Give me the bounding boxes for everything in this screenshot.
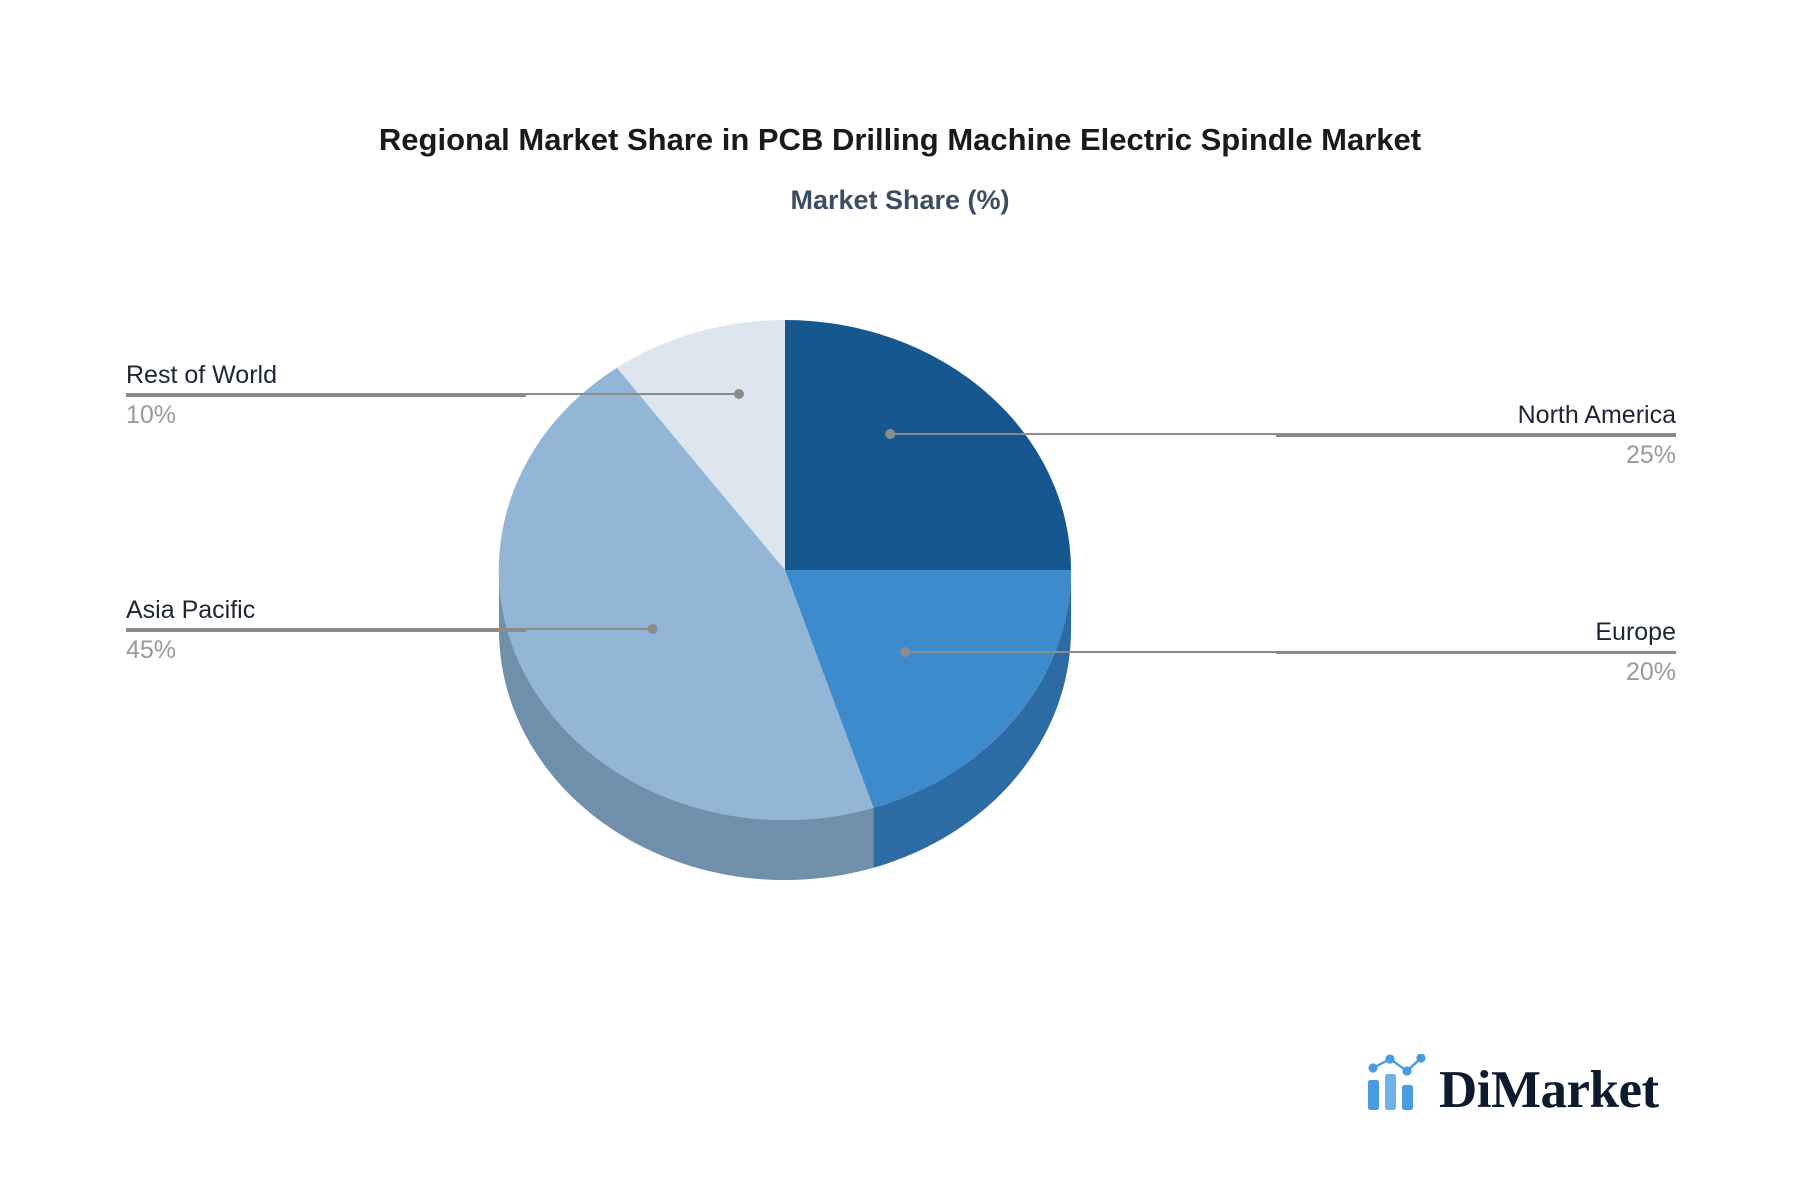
callout-rule-asia-pacific: [126, 630, 526, 632]
callout-label-north-america: North America: [1517, 401, 1676, 429]
callout-value-rest-of-world: 10%: [126, 401, 177, 429]
callout-europe[interactable]: Europe 20%: [1276, 617, 1676, 687]
leader-dot-asia-pacific: [647, 624, 658, 634]
pie-slice-rest-of-world[interactable]: [616, 320, 785, 570]
pie-side-asia-pacific: [498, 570, 874, 881]
callout-rule-rest-of-world: [126, 395, 526, 397]
callout-label-rest-of-world: Rest of World: [126, 361, 277, 389]
pie-slice-north-america[interactable]: [785, 320, 1071, 570]
leader-dot-north-america: [885, 429, 896, 439]
callout-value-europe: 20%: [1625, 658, 1676, 686]
callout-rule-europe: [1276, 652, 1676, 654]
bar-chart-icon: [1365, 1053, 1427, 1117]
chart-title: Regional Market Share in PCB Drilling Ma…: [378, 122, 1422, 157]
callout-rest-of-world[interactable]: Rest of World 10%: [126, 360, 526, 430]
pie-3d-sides: [498, 570, 1071, 881]
callout-value-asia-pacific: 45%: [126, 636, 177, 664]
callout-north-america[interactable]: North America 25%: [1276, 400, 1676, 470]
callout-rule-north-america: [1276, 435, 1676, 437]
leader-dot-rest-of-world: [734, 389, 744, 399]
pie-slice-asia-pacific[interactable]: [498, 367, 874, 821]
pie-top-faces: [498, 320, 1071, 821]
leader-dot-europe: [900, 647, 911, 657]
callout-value-north-america: 25%: [1625, 441, 1676, 469]
callout-label-europe: Europe: [1595, 618, 1676, 646]
brand-logo: DiMarket: [1365, 1045, 1659, 1117]
brand-name: DiMarket: [1439, 1061, 1659, 1119]
pie-slice-europe[interactable]: [785, 570, 1071, 808]
callout-label-asia-pacific: Asia Pacific: [126, 596, 256, 624]
chart-subtitle: Market Share (%): [790, 185, 1010, 215]
pie-side-europe: [873, 570, 1071, 868]
callout-asia-pacific[interactable]: Asia Pacific 45%: [126, 595, 526, 665]
